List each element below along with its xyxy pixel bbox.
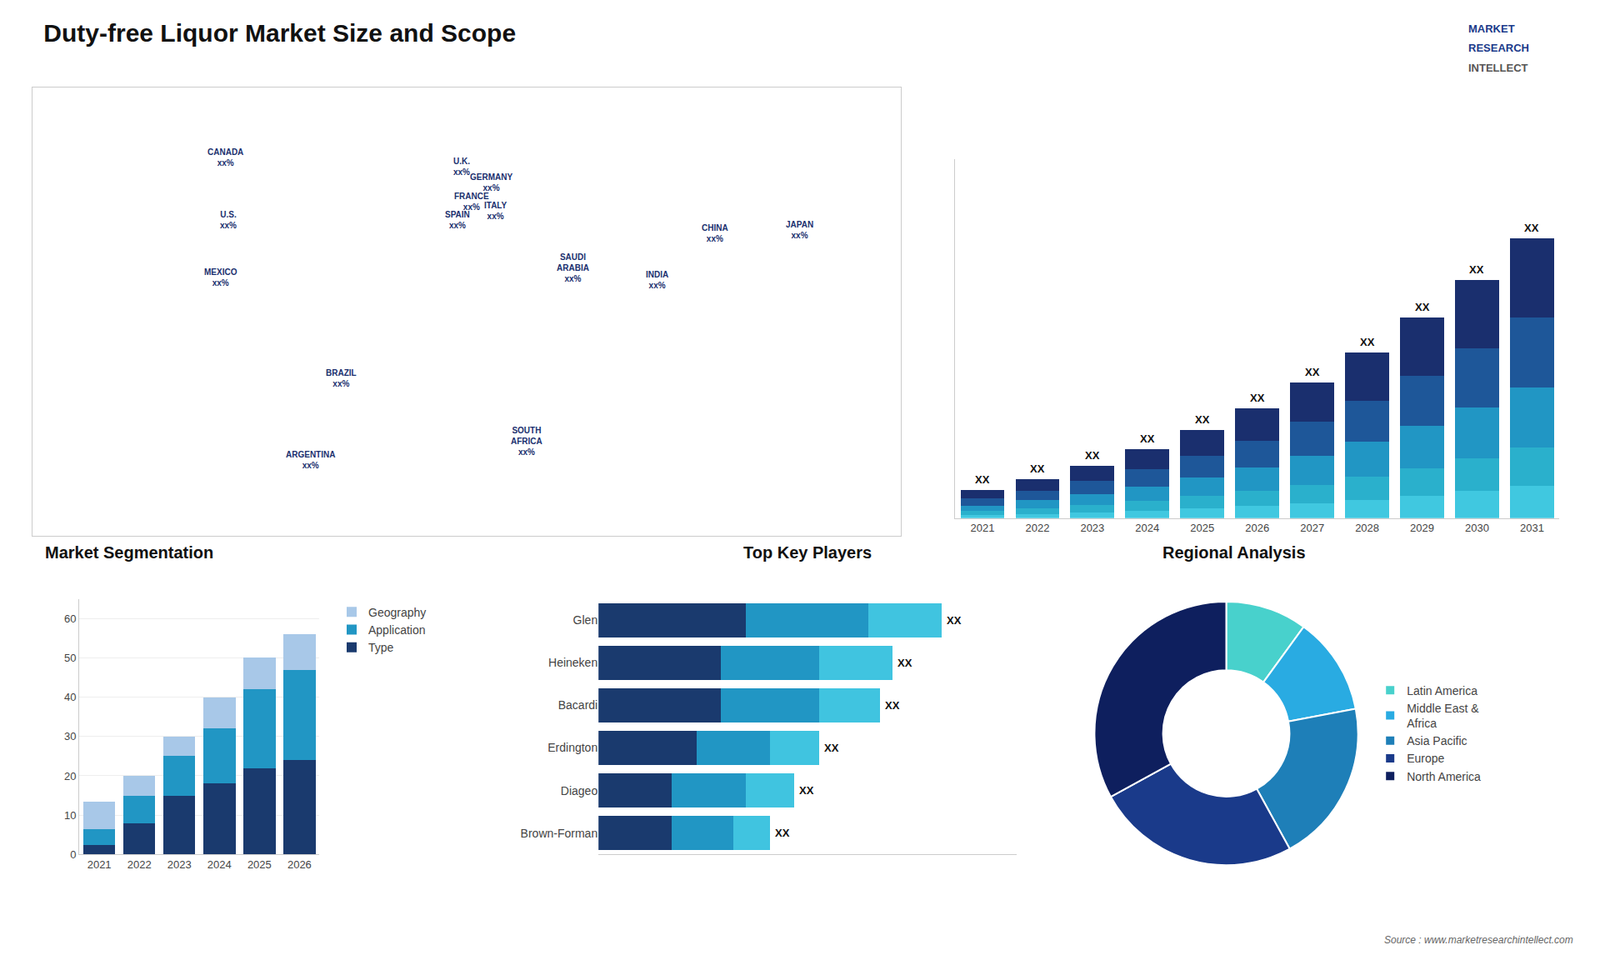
svg-text:U.K.xx%: U.K.xx% (453, 156, 470, 177)
svg-text:2023: 2023 (167, 858, 192, 871)
svg-text:CANADAxx%: CANADAxx% (207, 147, 244, 168)
svg-text:XX: XX (1360, 335, 1375, 349)
svg-text:INDIAxx%: INDIAxx% (645, 270, 669, 290)
svg-text:INTELLECT: INTELLECT (1468, 61, 1529, 75)
svg-text:XX: XX (1140, 432, 1155, 445)
svg-text:Diageo: Diageo (560, 784, 599, 798)
svg-text:XX: XX (975, 473, 990, 486)
svg-text:FRANCExx%: FRANCExx% (454, 191, 490, 212)
svg-text:2023: 2023 (1080, 521, 1105, 535)
svg-text:Heineken: Heineken (548, 655, 598, 670)
svg-text:RESEARCH: RESEARCH (1468, 41, 1530, 55)
svg-text:10: 10 (64, 809, 76, 822)
svg-text:Application: Application (368, 623, 426, 637)
svg-text:XX: XX (1195, 413, 1210, 426)
svg-text:XX: XX (1469, 263, 1485, 276)
svg-text:Latin America: Latin America (1406, 684, 1478, 698)
svg-text:2025: 2025 (1190, 521, 1215, 535)
svg-text:JAPANxx%: JAPANxx% (785, 220, 814, 240)
svg-text:North America: North America (1406, 770, 1481, 784)
svg-text:Top Key Players: Top Key Players (743, 543, 872, 562)
svg-text:XX: XX (946, 614, 962, 627)
svg-text:XX: XX (775, 826, 790, 840)
svg-text:2025: 2025 (247, 858, 272, 871)
svg-text:BRAZILxx%: BRAZILxx% (325, 368, 357, 389)
svg-text:Brown-Forman: Brown-Forman (520, 826, 599, 840)
svg-text:50: 50 (64, 651, 76, 665)
svg-text:XX: XX (799, 784, 815, 797)
svg-text:30: 30 (64, 730, 76, 743)
svg-text:0: 0 (70, 848, 76, 861)
svg-text:U.S.xx%: U.S.xx% (220, 210, 237, 230)
svg-text:XX: XX (885, 699, 900, 712)
svg-text:SAUDIARABIAxx%: SAUDIARABIAxx% (556, 252, 590, 284)
svg-text:SPAINxx%: SPAINxx% (445, 210, 470, 230)
svg-text:2026: 2026 (1245, 521, 1270, 535)
svg-text:Geography: Geography (368, 605, 426, 620)
svg-text:2021: 2021 (970, 521, 995, 535)
svg-text:Europe: Europe (1406, 751, 1445, 765)
svg-text:Glen: Glen (573, 613, 599, 627)
svg-text:60: 60 (64, 612, 76, 625)
svg-text:SOUTHAFRICAxx%: SOUTHAFRICAxx% (510, 425, 543, 457)
svg-text:GERMANYxx%: GERMANYxx% (470, 172, 513, 193)
svg-text:2021: 2021 (87, 858, 112, 871)
svg-text:ARGENTINAxx%: ARGENTINAxx% (285, 450, 335, 470)
svg-text:Bacardi: Bacardi (558, 698, 598, 712)
svg-text:2031: 2031 (1520, 521, 1545, 535)
svg-text:Regional Analysis: Regional Analysis (1162, 543, 1306, 562)
svg-text:CHINAxx%: CHINAxx% (701, 223, 729, 244)
svg-text:Middle East &Africa: Middle East &Africa (1406, 701, 1480, 730)
svg-text:XX: XX (1085, 449, 1100, 462)
svg-text:Source : www.marketresearchint: Source : www.marketresearchintellect.com (1384, 934, 1574, 946)
svg-text:XX: XX (1415, 300, 1430, 314)
svg-text:40: 40 (64, 690, 76, 704)
svg-text:Market Segmentation: Market Segmentation (45, 543, 214, 562)
svg-text:ITALYxx%: ITALYxx% (484, 200, 508, 221)
svg-text:XX: XX (1030, 462, 1045, 475)
svg-text:XX: XX (1250, 391, 1265, 405)
svg-text:XX: XX (824, 741, 840, 755)
svg-text:2022: 2022 (127, 858, 152, 871)
svg-text:XX: XX (1305, 365, 1320, 379)
svg-text:2027: 2027 (1300, 521, 1325, 535)
svg-text:2022: 2022 (1025, 521, 1050, 535)
svg-text:2026: 2026 (287, 858, 312, 871)
svg-text:Duty-free Liquor Market Size a: Duty-free Liquor Market Size and Scope (43, 19, 516, 47)
svg-text:2030: 2030 (1465, 521, 1490, 535)
svg-text:2024: 2024 (207, 858, 232, 871)
svg-text:MARKET: MARKET (1468, 22, 1515, 35)
svg-text:2024: 2024 (1135, 521, 1160, 535)
svg-text:Type: Type (368, 640, 395, 655)
svg-text:MEXICOxx%: MEXICOxx% (204, 267, 238, 288)
svg-text:20: 20 (64, 769, 76, 782)
svg-text:XX: XX (1524, 221, 1540, 235)
svg-text:Erdington: Erdington (547, 740, 598, 755)
svg-text:XX: XX (897, 656, 913, 670)
svg-text:Asia Pacific: Asia Pacific (1406, 734, 1467, 748)
svg-text:2028: 2028 (1355, 521, 1380, 535)
svg-text:2029: 2029 (1410, 521, 1435, 535)
